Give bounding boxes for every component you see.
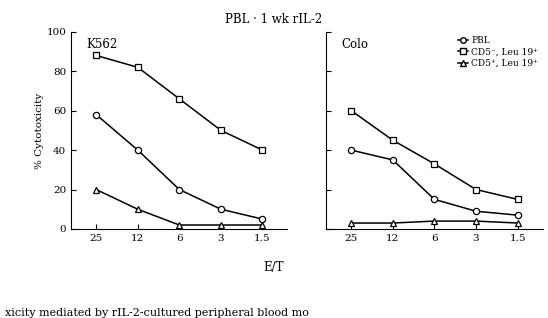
Text: xicity mediated by rIL-2-cultured peripheral blood mo: xicity mediated by rIL-2-cultured periph… xyxy=(5,308,310,318)
Text: K562: K562 xyxy=(87,38,118,51)
Y-axis label: % Cytotoxicity: % Cytotoxicity xyxy=(35,92,44,169)
Text: Colo: Colo xyxy=(341,38,368,51)
Text: E/T: E/T xyxy=(264,261,284,274)
Text: PBL · 1 wk rIL-2: PBL · 1 wk rIL-2 xyxy=(225,13,323,26)
Legend: PBL, CD5⁻, Leu 19⁺, CD5⁺, Leu 19⁺: PBL, CD5⁻, Leu 19⁺, CD5⁺, Leu 19⁺ xyxy=(458,36,538,68)
